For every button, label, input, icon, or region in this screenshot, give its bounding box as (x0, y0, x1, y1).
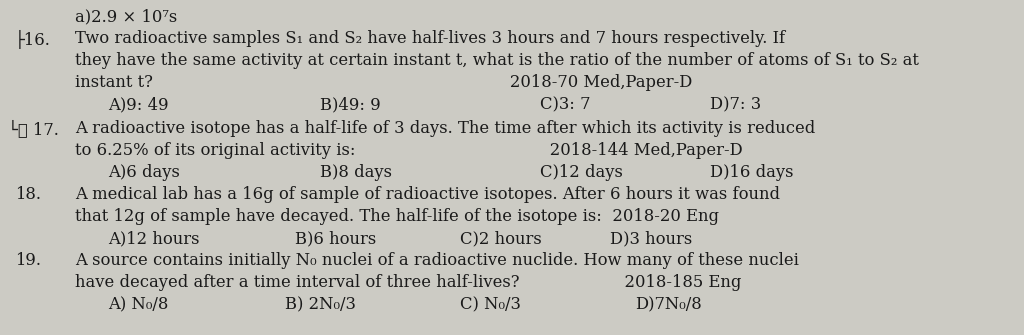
Text: that 12g of sample have decayed. The half-life of the isotope is:  2018-20 Eng: that 12g of sample have decayed. The hal… (75, 208, 719, 225)
Text: A)12 hours: A)12 hours (108, 230, 200, 247)
Text: A source contains initially N₀ nuclei of a radioactive nuclide. How many of thes: A source contains initially N₀ nuclei of… (75, 252, 799, 269)
Text: C) N₀/3: C) N₀/3 (460, 296, 521, 313)
Text: a)2.9 × 10⁷s: a)2.9 × 10⁷s (75, 8, 177, 25)
Text: have decayed after a time interval of three half-lives?                    2018-: have decayed after a time interval of th… (75, 274, 741, 291)
Text: C)3: 7: C)3: 7 (540, 96, 591, 113)
Text: Two radioactive samples S₁ and S₂ have half-lives 3 hours and 7 hours respective: Two radioactive samples S₁ and S₂ have h… (75, 30, 785, 47)
Text: 18.: 18. (15, 186, 41, 203)
Text: A radioactive isotope has a half-life of 3 days. The time after which its activi: A radioactive isotope has a half-life of… (75, 120, 815, 137)
Text: B)6 hours: B)6 hours (295, 230, 376, 247)
Text: A)9: 49: A)9: 49 (108, 96, 169, 113)
Text: instant t?                                                                    20: instant t? 20 (75, 74, 692, 91)
Text: D)7N₀/8: D)7N₀/8 (635, 296, 701, 313)
Text: A)6 days: A)6 days (108, 164, 180, 181)
Text: they have the same activity at certain instant t, what is the ratio of the numbe: they have the same activity at certain i… (75, 52, 919, 69)
Text: C)12 days: C)12 days (540, 164, 623, 181)
Text: B)49: 9: B)49: 9 (319, 96, 381, 113)
Text: C)2 hours: C)2 hours (460, 230, 542, 247)
Text: D)3 hours: D)3 hours (610, 230, 692, 247)
Text: B)8 days: B)8 days (319, 164, 392, 181)
Text: A) N₀/8: A) N₀/8 (108, 296, 168, 313)
Text: 19.: 19. (15, 252, 41, 269)
Text: A medical lab has a 16g of sample of radioactive isotopes. After 6 hours it was : A medical lab has a 16g of sample of rad… (75, 186, 780, 203)
Text: D)16 days: D)16 days (710, 164, 794, 181)
Text: ├16.: ├16. (15, 30, 51, 49)
Text: to 6.25% of its original activity is:                                     2018-1: to 6.25% of its original activity is: 20… (75, 142, 742, 159)
Text: └✔ 17.: └✔ 17. (8, 120, 58, 138)
Text: B) 2N₀/3: B) 2N₀/3 (285, 296, 356, 313)
Text: D)7: 3: D)7: 3 (710, 96, 761, 113)
